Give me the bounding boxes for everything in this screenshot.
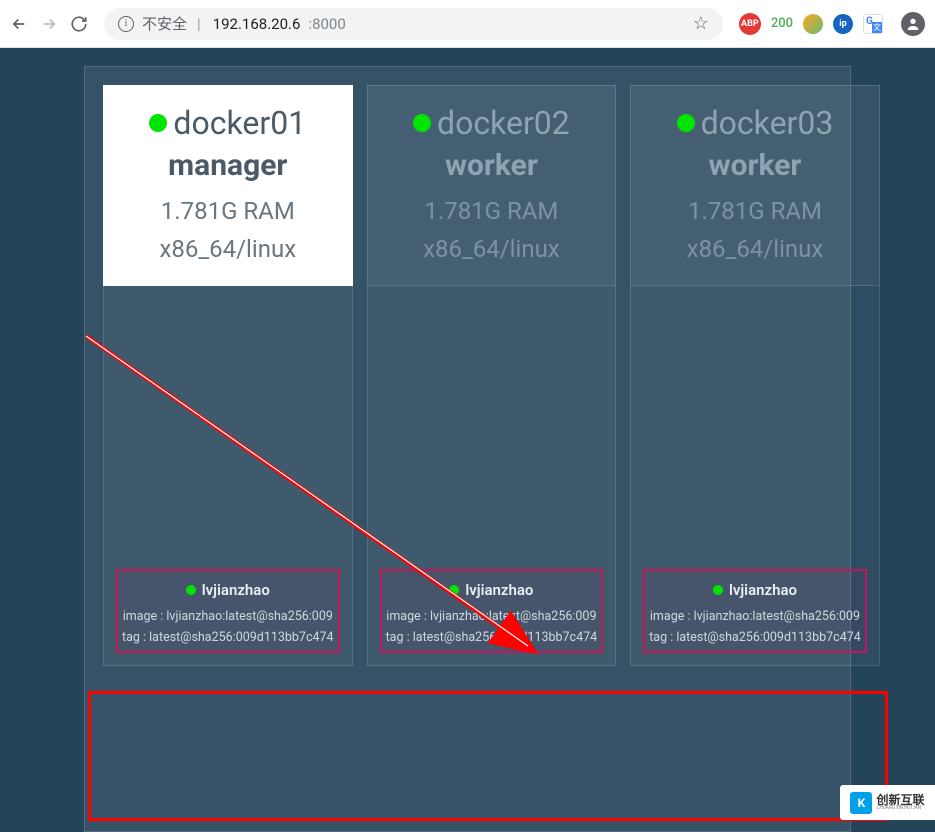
adblock-icon[interactable]: ABP (739, 13, 761, 35)
node-header[interactable]: docker01 manager 1.781G RAM x86_64/linux (103, 85, 353, 286)
security-label: 不安全 (142, 13, 187, 34)
watermark-text: 创新互联 CHUANG XIN HU LIAN (876, 794, 924, 811)
status-200-badge[interactable]: 200 (771, 16, 793, 31)
address-port: :8000 (308, 15, 345, 33)
node-body: lvjianzhao image : lvjianzhao:latest@sha… (103, 286, 353, 666)
container-card[interactable]: lvjianzhao image : lvjianzhao:latest@sha… (380, 569, 604, 653)
nav-buttons (10, 15, 88, 33)
node-arch: x86_64/linux (639, 235, 871, 263)
node-header[interactable]: docker03 worker 1.781G RAM x86_64/linux (630, 85, 880, 286)
node-ram: 1.781G RAM (376, 197, 608, 225)
node-docker02: docker02 worker 1.781G RAM x86_64/linux … (367, 85, 617, 666)
node-title-row: docker02 (376, 104, 608, 142)
address-host: 192.168.20.6 (213, 15, 301, 33)
forward-button[interactable] (40, 15, 58, 33)
node-title-row: docker01 (112, 104, 344, 142)
node-docker01: docker01 manager 1.781G RAM x86_64/linux… (103, 85, 353, 666)
container-image: image : lvjianzhao:latest@sha256:009 (122, 609, 334, 624)
browser-toolbar: i 不安全 | 192.168.20.6 :8000 ☆ ABP 200 ip (0, 0, 935, 48)
swarm-panel: docker01 manager 1.781G RAM x86_64/linux… (84, 66, 851, 832)
node-body: lvjianzhao image : lvjianzhao:latest@sha… (630, 286, 880, 666)
page-content: docker01 manager 1.781G RAM x86_64/linux… (0, 48, 935, 832)
bookmark-star-icon[interactable]: ☆ (693, 13, 709, 34)
address-bar[interactable]: i 不安全 | 192.168.20.6 :8000 ☆ (104, 8, 723, 40)
container-image: image : lvjianzhao:latest@sha256:009 (649, 609, 861, 624)
container-name: lvjianzhao (202, 581, 270, 599)
node-docker03: docker03 worker 1.781G RAM x86_64/linux … (630, 85, 880, 666)
container-title: lvjianzhao (649, 581, 861, 599)
node-name: docker03 (701, 104, 834, 142)
node-name: docker02 (437, 104, 570, 142)
container-tag: tag : latest@sha256:009d113bb7c474 (649, 630, 861, 645)
node-ram: 1.781G RAM (639, 197, 871, 225)
container-title: lvjianzhao (122, 581, 334, 599)
node-arch: x86_64/linux (376, 235, 608, 263)
container-title: lvjianzhao (386, 581, 598, 599)
nodes-row: docker01 manager 1.781G RAM x86_64/linux… (103, 85, 832, 666)
watermark-logo-icon: K (850, 792, 872, 814)
status-dot-icon (449, 585, 459, 595)
container-image: image : lvjianzhao:latest@sha256:009 (386, 609, 598, 624)
address-separator: | (197, 15, 201, 33)
node-role: manager (112, 148, 344, 183)
status-dot-icon (149, 114, 167, 132)
site-info-icon[interactable]: i (118, 16, 134, 32)
container-name: lvjianzhao (729, 581, 797, 599)
reload-button[interactable] (70, 15, 88, 33)
node-ram: 1.781G RAM (112, 197, 344, 225)
node-role: worker (639, 148, 871, 183)
container-tag: tag : latest@sha256:009d113bb7c474 (122, 630, 334, 645)
node-arch: x86_64/linux (112, 235, 344, 263)
node-body: lvjianzhao image : lvjianzhao:latest@sha… (367, 286, 617, 666)
status-dot-icon (713, 585, 723, 595)
extension-icons: ABP 200 ip (739, 13, 887, 35)
container-tag: tag : latest@sha256:009d113bb7c474 (386, 630, 598, 645)
node-name: docker01 (173, 104, 306, 142)
status-dot-icon (677, 114, 695, 132)
status-dot-icon (186, 585, 196, 595)
account-avatar[interactable] (901, 12, 925, 36)
extension-icon[interactable] (803, 14, 823, 34)
container-card[interactable]: lvjianzhao image : lvjianzhao:latest@sha… (116, 569, 340, 653)
container-name: lvjianzhao (465, 581, 533, 599)
node-role: worker (376, 148, 608, 183)
status-dot-icon (413, 114, 431, 132)
node-header[interactable]: docker02 worker 1.781G RAM x86_64/linux (367, 85, 617, 286)
container-card[interactable]: lvjianzhao image : lvjianzhao:latest@sha… (643, 569, 867, 653)
ip-extension-icon[interactable]: ip (833, 14, 853, 34)
back-button[interactable] (10, 15, 28, 33)
watermark: K 创新互联 CHUANG XIN HU LIAN (840, 785, 935, 820)
node-title-row: docker03 (639, 104, 871, 142)
watermark-en: CHUANG XIN HU LIAN (876, 806, 924, 811)
google-translate-icon[interactable] (863, 14, 883, 34)
